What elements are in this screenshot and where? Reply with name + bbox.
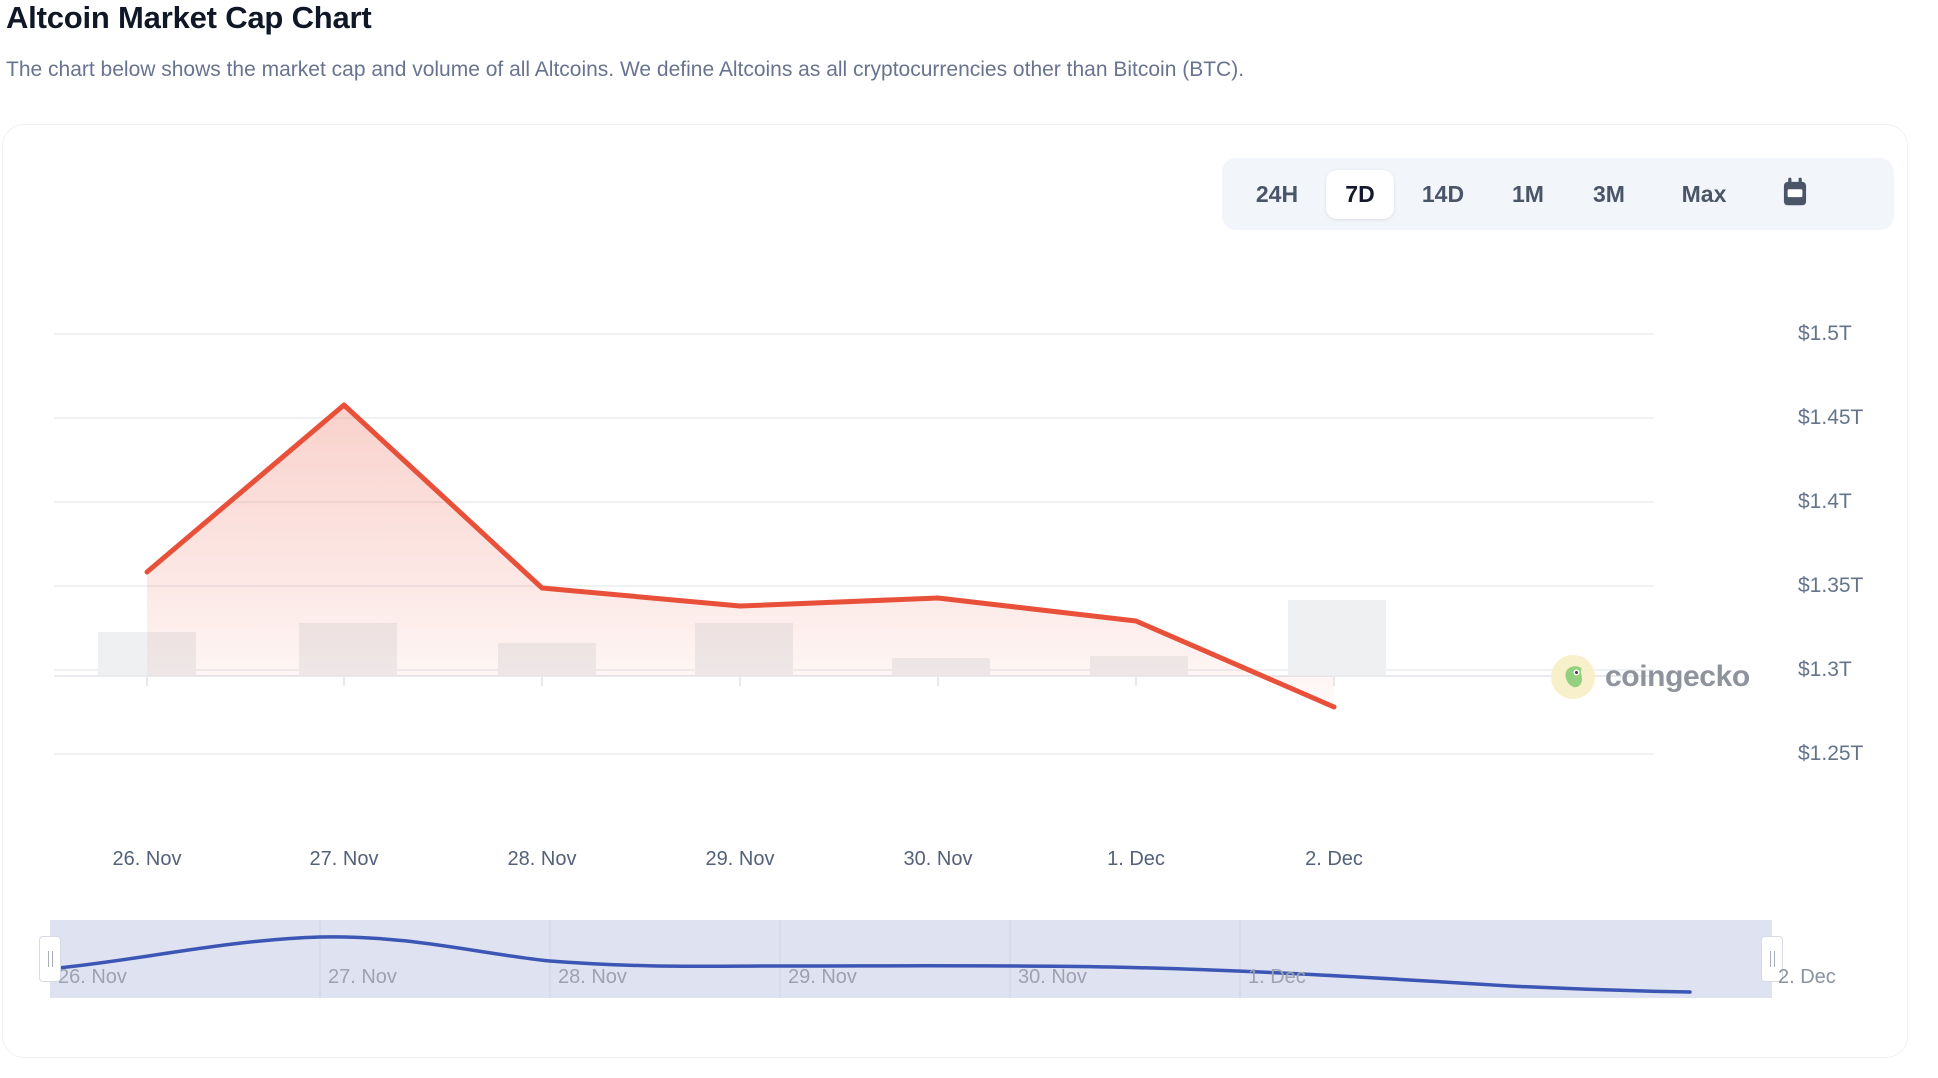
navigator-tick-label: 30. Nov	[1018, 966, 1087, 988]
navigator-line	[56, 935, 1692, 994]
x-axis-label: 28. Nov	[507, 848, 577, 870]
x-axis-label: 2. Dec	[1305, 848, 1363, 870]
calendar-icon	[1780, 177, 1810, 212]
x-axis-label: 26. Nov	[112, 848, 182, 870]
x-axis-label: 27. Nov	[309, 848, 379, 870]
x-axis-label: 1. Dec	[1107, 848, 1165, 870]
market-cap-plot	[54, 250, 1894, 840]
range-button-7d[interactable]: 7D	[1326, 169, 1394, 219]
coingecko-gecko-icon	[1551, 655, 1595, 699]
y-axis-label: $1.25T	[1798, 742, 1864, 765]
navigator-handle-right[interactable]	[1761, 936, 1783, 982]
calendar-button[interactable]	[1764, 168, 1826, 220]
x-ticks	[146, 676, 1335, 686]
range-button-3m[interactable]: 3M	[1572, 170, 1646, 219]
market-cap-line	[144, 402, 1337, 710]
range-button-1m[interactable]: 1M	[1492, 170, 1564, 219]
navigator-svg	[56, 920, 1692, 998]
page-subtitle: The chart below shows the market cap and…	[6, 58, 1245, 81]
navigator-end-label: 2. Dec	[1778, 966, 1836, 988]
range-selector: 24H 7D 14D 1M 3M Max	[1222, 158, 1894, 230]
page-title: Altcoin Market Cap Chart	[6, 0, 372, 35]
grip-line	[47, 951, 49, 967]
navigator-tick-label: 27. Nov	[328, 966, 397, 988]
navigator-tick-label: 26. Nov	[58, 966, 127, 988]
y-axis-label: $1.4T	[1798, 490, 1852, 513]
navigator-gridlines	[319, 920, 1241, 998]
range-button-14d[interactable]: 14D	[1402, 170, 1484, 219]
range-button-max[interactable]: Max	[1654, 170, 1754, 219]
navigator-handle-left[interactable]	[39, 936, 61, 982]
coingecko-watermark-text: coingecko	[1605, 660, 1750, 693]
market-cap-svg	[54, 333, 1654, 755]
y-axis-label: $1.35T	[1798, 574, 1864, 597]
grip-line	[1769, 951, 1771, 967]
x-axis-label: 30. Nov	[903, 848, 973, 870]
range-button-24h[interactable]: 24H	[1236, 170, 1318, 219]
y-axis-label: $1.45T	[1798, 406, 1864, 429]
y-axis-label: $1.5T	[1798, 322, 1852, 345]
y-axis-labels: $1.5T $1.45T $1.4T $1.35T $1.3T $1.25T	[1798, 250, 1938, 850]
x-axis-labels: 26. Nov 27. Nov 28. Nov 29. Nov 30. Nov …	[0, 848, 1938, 888]
navigator-tick-label: 1. Dec	[1248, 966, 1306, 988]
navigator[interactable]: 26. Nov 27. Nov 28. Nov 29. Nov 30. Nov …	[39, 920, 1783, 998]
y-axis-label: $1.3T	[1798, 658, 1852, 681]
x-axis-label: 29. Nov	[705, 848, 775, 870]
navigator-tick-label: 29. Nov	[788, 966, 857, 988]
grip-line	[51, 951, 53, 967]
navigator-tick-label: 28. Nov	[558, 966, 627, 988]
market-cap-area	[147, 405, 1334, 707]
coingecko-watermark: coingecko	[1551, 655, 1750, 699]
grip-line	[1773, 951, 1775, 967]
